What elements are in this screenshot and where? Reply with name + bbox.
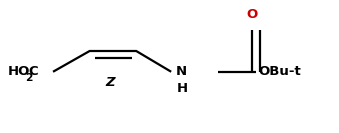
Text: OBu-t: OBu-t <box>258 65 301 78</box>
Text: H: H <box>177 82 188 95</box>
Text: HO: HO <box>7 65 30 78</box>
Text: N: N <box>176 65 187 78</box>
Text: O: O <box>246 8 258 21</box>
Text: 2: 2 <box>25 73 33 83</box>
Text: C: C <box>28 65 38 78</box>
Text: Z: Z <box>106 76 115 90</box>
